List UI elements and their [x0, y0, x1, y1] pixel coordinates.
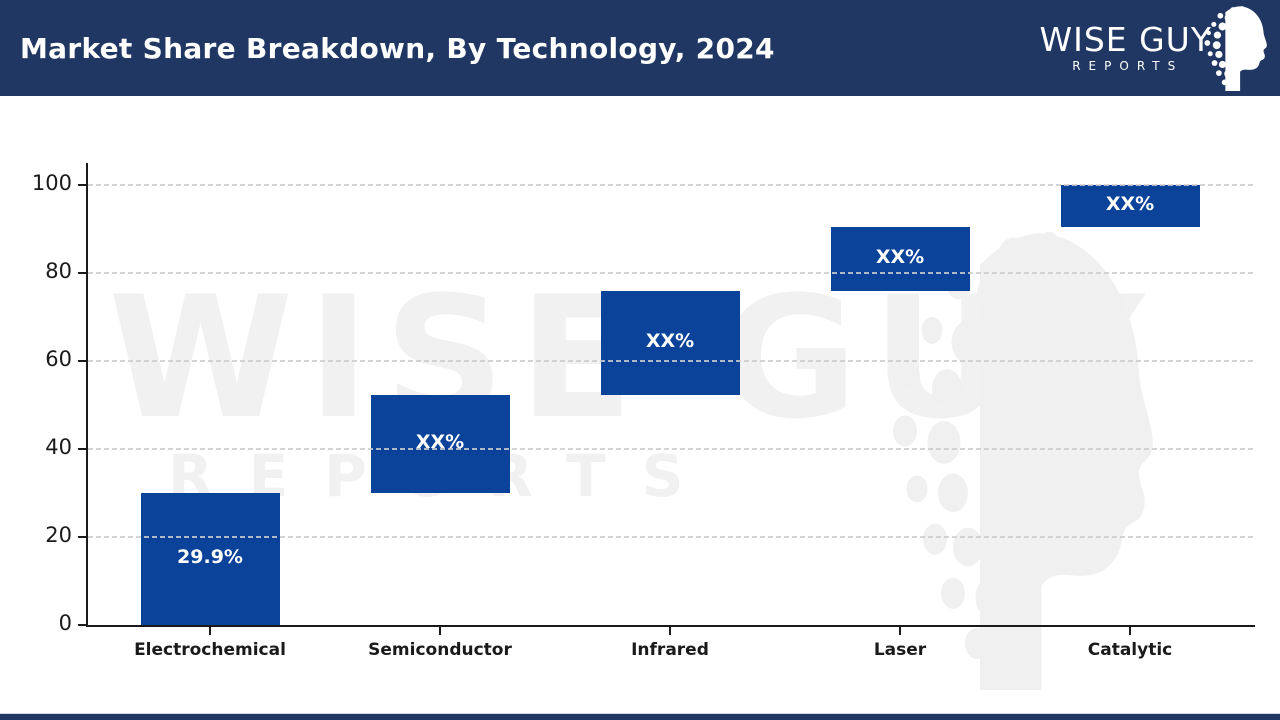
x-tick-mark-infrared	[669, 627, 671, 635]
x-category-label-semiconductor: Semiconductor	[368, 640, 512, 660]
x-category-label-infrared: Infrared	[631, 640, 709, 660]
bar-value-label-infrared: XX%	[645, 329, 695, 352]
y-tick-label-60: 60	[45, 347, 72, 371]
x-tick-mark-semiconductor	[439, 627, 441, 635]
bar-value-label-electrochemical: 29.9%	[177, 546, 243, 569]
y-tick-mark-60	[78, 360, 86, 362]
x-tick-mark-electrochemical	[209, 627, 211, 635]
bar-value-label-catalytic: XX%	[1105, 193, 1155, 216]
x-tick-mark-laser	[899, 627, 901, 635]
bar-electrochemical	[140, 493, 280, 625]
y-tick-label-40: 40	[45, 435, 72, 459]
footer-bar	[0, 713, 1280, 720]
x-category-label-laser: Laser	[873, 640, 927, 660]
y-tick-mark-40	[78, 448, 86, 450]
logo-text-block: WISE GUY REPORTS	[1039, 20, 1212, 74]
gridline-60	[88, 360, 1255, 362]
x-tick-mark-catalytic	[1129, 627, 1131, 635]
bar-value-label-laser: XX%	[875, 246, 925, 269]
y-tick-mark-20	[78, 536, 86, 538]
logo-head-icon	[1198, 5, 1270, 91]
page-title: Market Share Breakdown, By Technology, 2…	[20, 31, 775, 65]
y-tick-label-80: 80	[45, 259, 72, 283]
y-tick-label-20: 20	[45, 523, 72, 547]
bar-semiconductor	[370, 394, 510, 494]
y-tick-mark-100	[78, 184, 86, 186]
gridline-20	[88, 536, 1255, 538]
gridline-100	[88, 184, 1255, 186]
x-axis-line	[86, 625, 1255, 627]
logo-wordmark: WISE GUY	[1039, 20, 1212, 59]
x-category-label-catalytic: Catalytic	[1087, 640, 1173, 660]
header-bar: Market Share Breakdown, By Technology, 2…	[0, 0, 1280, 96]
bar-infrared	[600, 291, 740, 395]
y-tick-mark-0	[78, 624, 86, 626]
y-tick-label-0: 0	[58, 611, 72, 635]
bar-catalytic	[1060, 185, 1200, 228]
logo-subtext: REPORTS	[1072, 59, 1184, 73]
x-category-label-electrochemical: Electrochemical	[134, 640, 286, 660]
wise-guy-logo: WISE GUY REPORTS	[1039, 0, 1270, 96]
y-tick-mark-80	[78, 272, 86, 274]
gridline-80	[88, 272, 1255, 274]
y-tick-label-100: 100	[31, 171, 72, 195]
y-axis-line	[86, 163, 88, 627]
bar-value-label-semiconductor: XX%	[415, 431, 465, 454]
gridline-40	[88, 448, 1255, 450]
